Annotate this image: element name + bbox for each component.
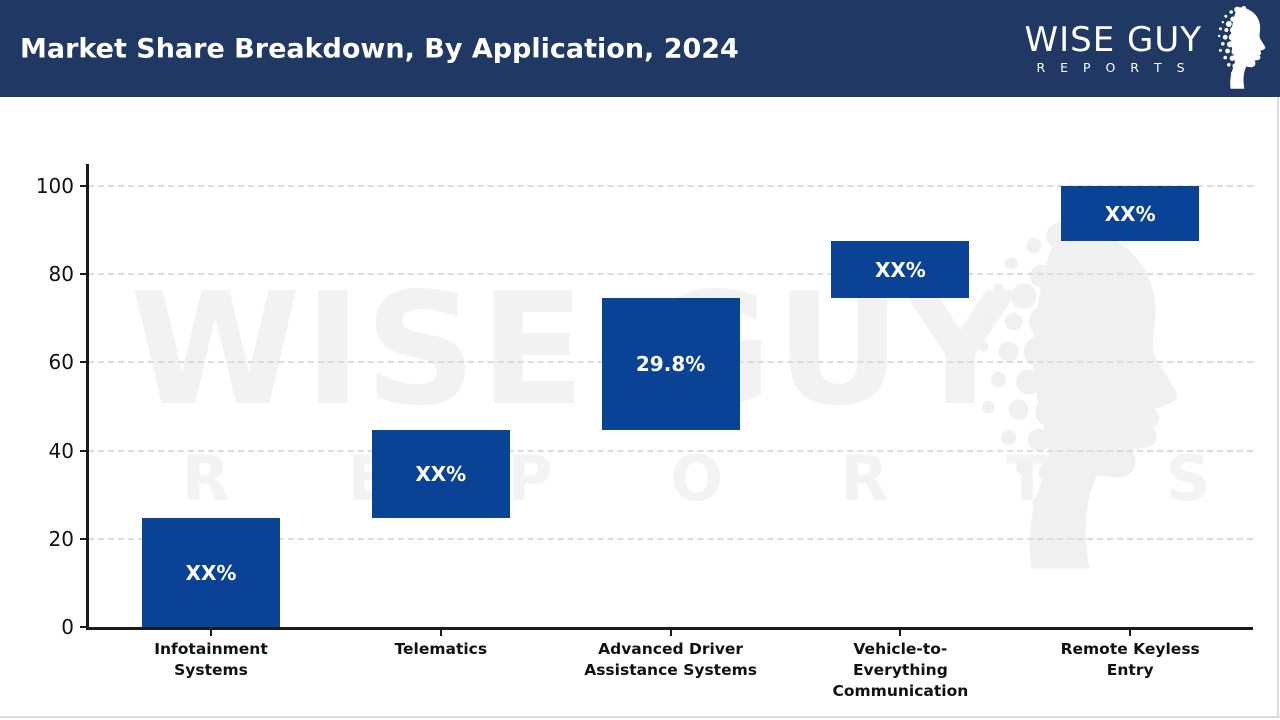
gridline <box>88 273 1253 276</box>
y-tick <box>80 449 88 452</box>
y-tick <box>80 185 88 187</box>
x-tick <box>899 629 902 636</box>
y-tick-label: 80 <box>48 262 74 287</box>
brand-logo: WISE GUY R E P O R T S <box>1024 6 1266 90</box>
bar-segment: XX% <box>831 241 970 299</box>
y-tick-label: 40 <box>48 438 74 463</box>
y-tick-label: 0 <box>61 615 74 639</box>
y-tick-label: 100 <box>35 174 74 198</box>
y-tick <box>80 537 88 540</box>
x-tick <box>1129 629 1132 636</box>
bar-value-label: XX% <box>185 560 237 585</box>
y-tick-label: 20 <box>48 526 74 551</box>
bar-value-label: XX% <box>874 257 926 282</box>
logo-wordmark: WISE GUY <box>1024 20 1202 60</box>
gridline <box>88 185 1253 187</box>
category-label: Remote Keyless Entry <box>1060 640 1200 679</box>
x-tick <box>210 629 212 636</box>
logo-reports: R E P O R T S <box>1036 60 1191 75</box>
header: Market Share Breakdown, By Application, … <box>0 0 1280 97</box>
logo-text: WISE GUY R E P O R T S <box>1024 21 1202 75</box>
category-label: Vehicle-to- Everything Communication <box>832 640 969 700</box>
y-tick <box>80 361 88 364</box>
logo-face-icon <box>1218 6 1266 89</box>
y-tick <box>80 273 88 276</box>
bar-value-label: XX% <box>1104 201 1156 226</box>
x-axis-line <box>86 627 1253 630</box>
bar-value-label: 29.8% <box>635 352 706 377</box>
bar-segment: XX% <box>1061 186 1200 242</box>
y-axis-line <box>86 164 89 629</box>
y-tick <box>80 626 88 628</box>
bar-segment: XX% <box>142 518 280 627</box>
category-label: Advanced Driver Assistance Systems <box>584 640 757 679</box>
x-tick <box>669 629 672 636</box>
category-label: Telematics <box>394 640 488 658</box>
y-tick-label: 60 <box>48 350 74 375</box>
gridline <box>88 537 1253 540</box>
bar-segment: XX% <box>371 429 510 519</box>
bar-value-label: XX% <box>415 461 467 486</box>
x-tick <box>439 629 442 636</box>
bar-segment: 29.8% <box>601 298 740 430</box>
right-border <box>1277 97 1279 717</box>
page-title: Market Share Breakdown, By Application, … <box>20 33 739 64</box>
bottom-border <box>0 716 1280 718</box>
gridline <box>88 449 1253 452</box>
category-label: Infotainment Systems <box>154 640 268 679</box>
